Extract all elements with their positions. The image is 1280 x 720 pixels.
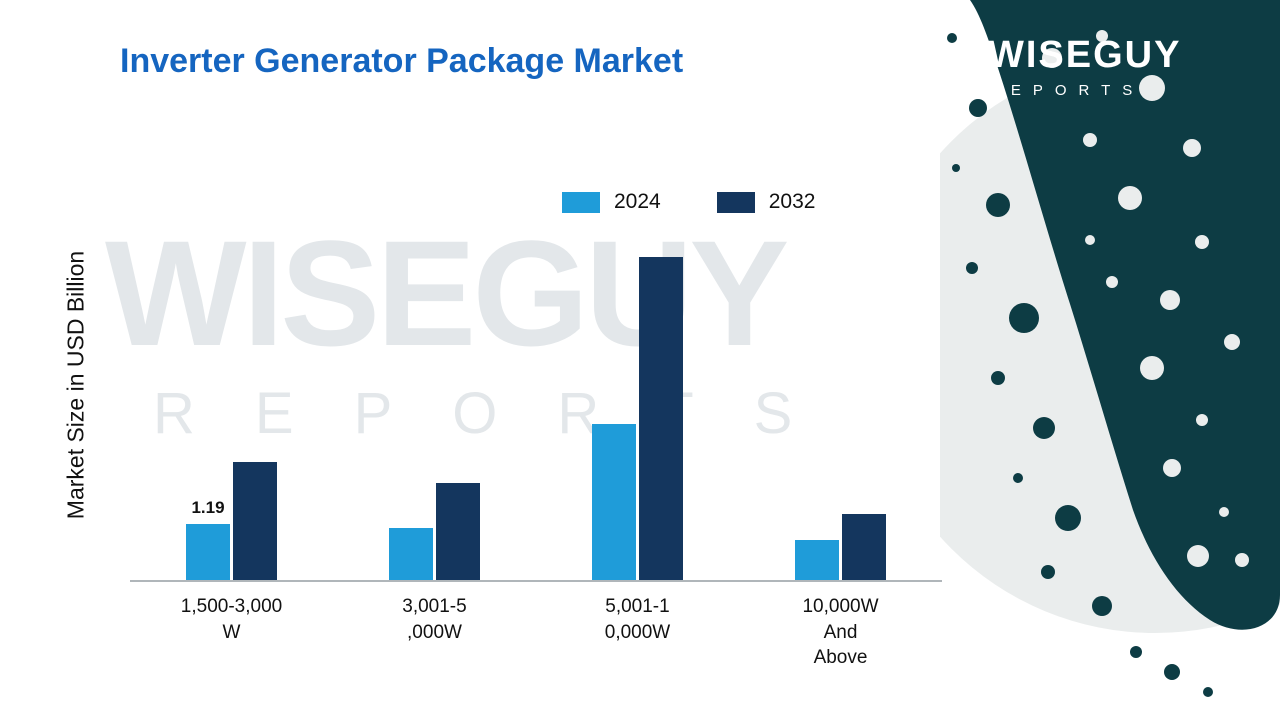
bar-group-1	[333, 250, 536, 580]
bar-2032-category-0	[233, 462, 277, 580]
brand-name: WISEGUY	[988, 34, 1182, 76]
legend-label-2032: 2032	[768, 190, 816, 213]
bar-2024-category-1	[389, 528, 433, 580]
x-axis-labels: 1,500-3,000 W 3,001-5 ,000W 5,001-1 0,000W…	[130, 582, 942, 671]
legend-item-2024: 2024	[562, 190, 661, 214]
x-axis-category-label-0: 1,500-3,000 W	[180, 596, 283, 643]
bar-2032-category-3	[842, 514, 886, 580]
teal-blob-shape	[970, 0, 1280, 630]
legend-swatch-2032	[716, 191, 755, 213]
brand-subtitle: REPORTS	[988, 82, 1145, 99]
bar-value-label: 1.19	[191, 497, 225, 517]
watermark-reports-text: REPORTS	[153, 381, 853, 446]
legend-item-2032: 2032	[716, 190, 816, 214]
x-axis-category-label-1: 3,001-5 ,000W	[402, 596, 467, 643]
light-dots-cluster	[1042, 30, 1249, 567]
bar-2024-category-2	[592, 424, 636, 580]
chart-legend: 2024 2032	[562, 190, 815, 214]
bar-group-0: 1.19	[130, 250, 333, 580]
bars-row: 1.19	[130, 250, 942, 580]
bar-2024-category-0: 1.19	[186, 498, 230, 580]
bar-2032-category-2	[639, 257, 683, 580]
bar-group-2	[536, 250, 739, 580]
bar-group-3	[739, 250, 942, 580]
bar-2024-category-3	[795, 539, 839, 580]
legend-label-2024: 2024	[614, 190, 661, 213]
teal-dots-cluster	[947, 33, 1213, 697]
y-axis-label: Market Size in USD Billion	[62, 250, 89, 520]
brand-logo: WISEGUY REPORTS	[988, 36, 1181, 99]
x-axis-line	[130, 580, 942, 582]
decorative-face-graphic	[940, 0, 1280, 697]
x-axis-category-label-2: 5,001-1 0,000W	[604, 596, 671, 643]
page-title: Inverter Generator Package Market	[120, 42, 684, 80]
bar-chart: 1.19 1,500-3,000 W 3,001-5 ,000W 5,001-1 0…	[130, 250, 942, 671]
legend-swatch-2024	[562, 191, 600, 213]
x-axis-category-label-3: 10,000W And Above	[802, 596, 879, 669]
bar-2032-category-1	[436, 483, 480, 580]
